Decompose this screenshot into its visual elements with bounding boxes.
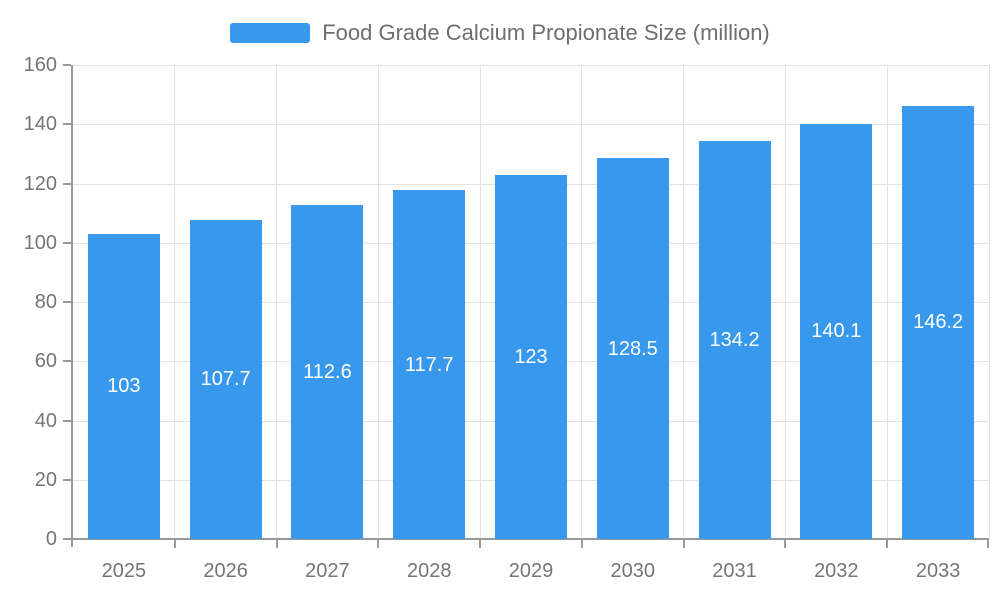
gridline-vertical [377,65,379,539]
y-axis-tick-label: 100 [23,231,57,254]
y-axis-tick-label: 60 [34,350,57,373]
y-axis-tick [63,241,71,244]
bar [87,233,160,539]
x-axis-tick-label: 2033 [915,560,961,582]
x-axis-tick [682,540,685,548]
bar [291,205,364,539]
x-axis-tick-label: 2028 [406,560,452,582]
bar [800,123,873,539]
y-axis-tick [63,301,71,303]
x-axis-tick [784,540,787,548]
bar-value-label: 107.7 [200,368,251,391]
x-axis-tick [377,540,380,548]
y-axis-tick [63,538,71,540]
gridline-vertical [784,65,786,539]
bar [189,219,262,539]
x-axis-tick [580,540,583,548]
x-axis-tick [275,540,278,548]
x-axis-tick-label: 2029 [508,560,554,582]
gridline-vertical [988,65,990,539]
legend-item[interactable]: Food Grade Calcium Propionate Size (mill… [0,20,1000,46]
bar-value-label: 103 [107,375,141,398]
bar [495,174,567,539]
x-axis-tick-label: 2027 [305,560,350,582]
y-axis-tick-label: 20 [34,468,57,491]
y-axis-tick [63,182,71,185]
bar [698,141,771,539]
bar-value-label: 112.6 [303,361,352,384]
y-axis-tick-label: 160 [23,54,57,76]
y-axis-tick-label: 0 [45,528,57,550]
y-axis-tick [63,478,71,481]
bar [596,158,669,539]
bar-value-label: 128.5 [607,337,658,360]
x-axis-tick-label: 2031 [712,560,757,582]
bar-value-label: 140.1 [811,320,862,343]
gridline-vertical [886,65,888,539]
x-axis-line [71,538,989,540]
y-axis-tick-label: 40 [34,409,57,432]
gridline-vertical [581,65,583,539]
gridline-horizontal [73,65,989,66]
x-axis-tick-label: 2030 [610,560,656,582]
y-axis-tick-label: 120 [23,172,57,195]
y-axis-line [71,65,73,547]
y-axis-tick-label: 80 [34,291,57,313]
gridline-vertical [174,65,176,539]
gridline-vertical [683,65,685,539]
y-axis-tick-label: 140 [23,113,57,136]
bar-value-label: 117.7 [404,353,454,376]
bar [393,190,466,539]
bar [902,105,975,539]
x-axis-tick [173,540,176,548]
bar-value-label: 134.2 [709,329,760,352]
x-axis-tick-label: 2025 [101,560,147,582]
x-axis-tick-label: 2032 [814,560,859,582]
x-axis-tick [886,540,889,548]
gridline-horizontal [73,124,989,126]
x-axis-tick [479,540,482,548]
y-axis-tick [63,419,71,422]
x-axis-tick-label: 2026 [203,560,248,582]
y-axis-tick [63,123,71,126]
gridline-vertical [479,65,481,539]
y-axis-tick [63,360,71,363]
legend-swatch-icon [230,23,311,43]
bar-value-label: 146.2 [913,311,964,334]
bar-value-label: 123 [514,345,548,368]
legend-label: Food Grade Calcium Propionate Size (mill… [322,20,770,45]
x-axis-tick [987,540,989,548]
y-axis-tick [63,64,71,66]
gridline-vertical [276,65,278,539]
